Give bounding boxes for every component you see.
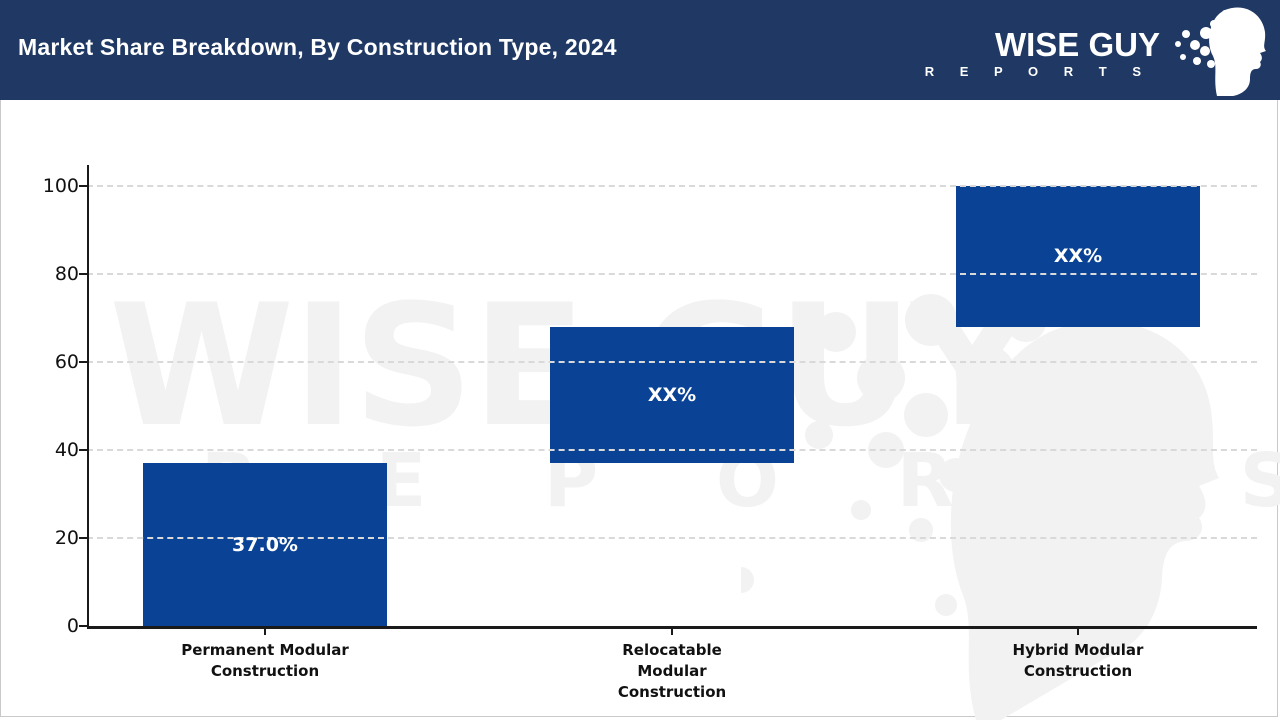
chart-title: Market Share Breakdown, By Construction …: [18, 34, 617, 60]
x-axis-line: [87, 626, 1257, 629]
grid-line: [87, 185, 1257, 187]
y-tick-label: 80: [54, 263, 79, 285]
x-category-label-line: Construction: [617, 683, 727, 701]
x-category-label: Permanent Modular Construction: [181, 640, 349, 682]
bar-segment[interactable]: [550, 326, 794, 464]
x-category-label-line: Hybrid Modular: [1012, 641, 1144, 659]
x-tick-mark: [671, 628, 673, 635]
logo-wordmark: WISE GUY: [994, 26, 1160, 63]
y-tick-label: 20: [54, 527, 79, 549]
y-tick-mark: [79, 273, 87, 275]
grid-line: [87, 449, 1257, 451]
grid-line: [87, 273, 1257, 275]
y-tick-label: 0: [66, 615, 79, 637]
x-category-label-line: Construction: [1023, 662, 1133, 680]
y-tick-label: 100: [42, 175, 79, 197]
header-bar: Market Share Breakdown, By Construction …: [0, 0, 1280, 100]
bar-segment[interactable]: [956, 186, 1200, 327]
y-tick-label: 60: [54, 351, 79, 373]
x-category-label: Hybrid Modular Construction: [1013, 640, 1144, 682]
x-category-label-line: Relocatable: [622, 641, 722, 659]
bar-segment[interactable]: [143, 463, 387, 626]
x-tick-mark: [264, 628, 266, 635]
logo-face-icon: [1175, 7, 1266, 96]
y-tick-label: 40: [54, 439, 79, 461]
x-category-label: Relocatable Modular Construction: [618, 640, 726, 703]
bar-value-label: XX%: [647, 384, 697, 406]
y-axis-line: [87, 165, 89, 628]
y-tick-mark: [79, 625, 87, 627]
y-tick-mark: [79, 537, 87, 539]
wise-guy-logo: WISE GUY R E P O R T S: [925, 4, 1270, 96]
x-tick-mark: [1077, 628, 1079, 635]
bar-value-label: XX%: [1053, 245, 1103, 268]
y-tick-mark: [79, 361, 87, 363]
grid-line: [87, 361, 1257, 363]
chart-canvas: WISE GUY R E P O R T S 0 20 40 60 80 100 37.0%…: [0, 100, 1280, 720]
x-category-label-line: Construction: [210, 662, 320, 680]
y-tick-mark: [79, 449, 87, 451]
y-tick-mark: [79, 185, 87, 187]
logo-subtext: R E P O R T S: [924, 64, 1152, 79]
x-category-label-line: Modular: [637, 662, 707, 680]
x-category-label-line: Permanent Modular: [181, 641, 349, 659]
bar-value-label: 37.0%: [232, 533, 298, 556]
grid-line: [87, 537, 1257, 539]
